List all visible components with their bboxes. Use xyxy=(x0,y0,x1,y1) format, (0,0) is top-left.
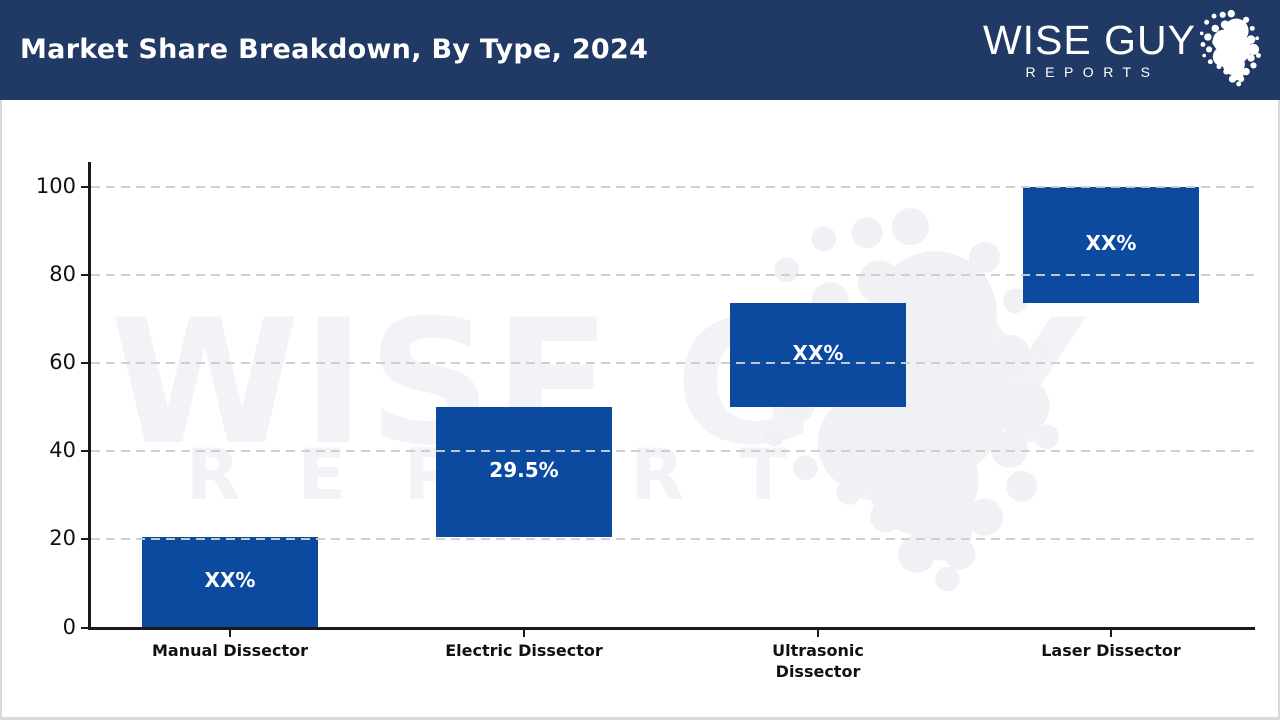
x-axis-tick xyxy=(229,630,231,637)
brand-logo-text: WISE GUY REPORTS xyxy=(982,17,1196,81)
y-axis-tick xyxy=(81,361,89,364)
x-axis-tick xyxy=(1110,630,1112,637)
x-axis-label: Manual Dissector xyxy=(151,641,309,660)
y-axis-label: 20 xyxy=(49,526,76,551)
x-axis-tick xyxy=(523,630,525,637)
brand-logo: WISE GUY REPORTS xyxy=(983,4,1272,96)
gridline xyxy=(91,538,1254,541)
brand-subtitle: REPORTS xyxy=(1025,64,1160,80)
brand-name: WISE GUY xyxy=(982,17,1196,63)
bar-segment xyxy=(436,407,612,538)
y-axis-label: 40 xyxy=(49,438,76,463)
y-axis-label: 60 xyxy=(49,349,76,374)
bar-segment xyxy=(142,537,318,628)
x-axis-label: Electric Dissector xyxy=(445,641,603,660)
bar-value-label: XX% xyxy=(1085,230,1137,255)
gridline xyxy=(91,361,1254,364)
bar-value-label: XX% xyxy=(204,568,256,593)
y-axis-spine xyxy=(88,162,91,630)
header-bar: Market Share Breakdown, By Type, 2024 WI… xyxy=(0,0,1280,100)
x-axis-tick xyxy=(817,630,819,637)
y-axis-tick xyxy=(81,450,89,453)
y-axis-tick xyxy=(81,185,89,188)
x-axis-label: Ultrasonic Dissector xyxy=(772,641,864,681)
gridline xyxy=(91,185,1254,188)
y-axis-label: 0 xyxy=(62,614,76,639)
y-axis-tick xyxy=(81,273,89,276)
y-axis-label: 100 xyxy=(35,173,76,198)
bar-segment xyxy=(1023,186,1199,304)
bar-value-label: 29.5% xyxy=(489,458,559,483)
y-axis-tick xyxy=(81,626,89,629)
gridline xyxy=(91,450,1254,453)
page-title: Market Share Breakdown, By Type, 2024 xyxy=(20,34,649,65)
y-axis-tick xyxy=(81,538,89,541)
bar-value-label: XX% xyxy=(792,341,844,366)
bar-segment xyxy=(730,303,906,407)
gridline xyxy=(91,273,1254,276)
x-axis-label: Laser Dissector xyxy=(1041,641,1181,660)
x-axis-spine xyxy=(88,627,1255,630)
y-axis-label: 80 xyxy=(49,261,76,286)
